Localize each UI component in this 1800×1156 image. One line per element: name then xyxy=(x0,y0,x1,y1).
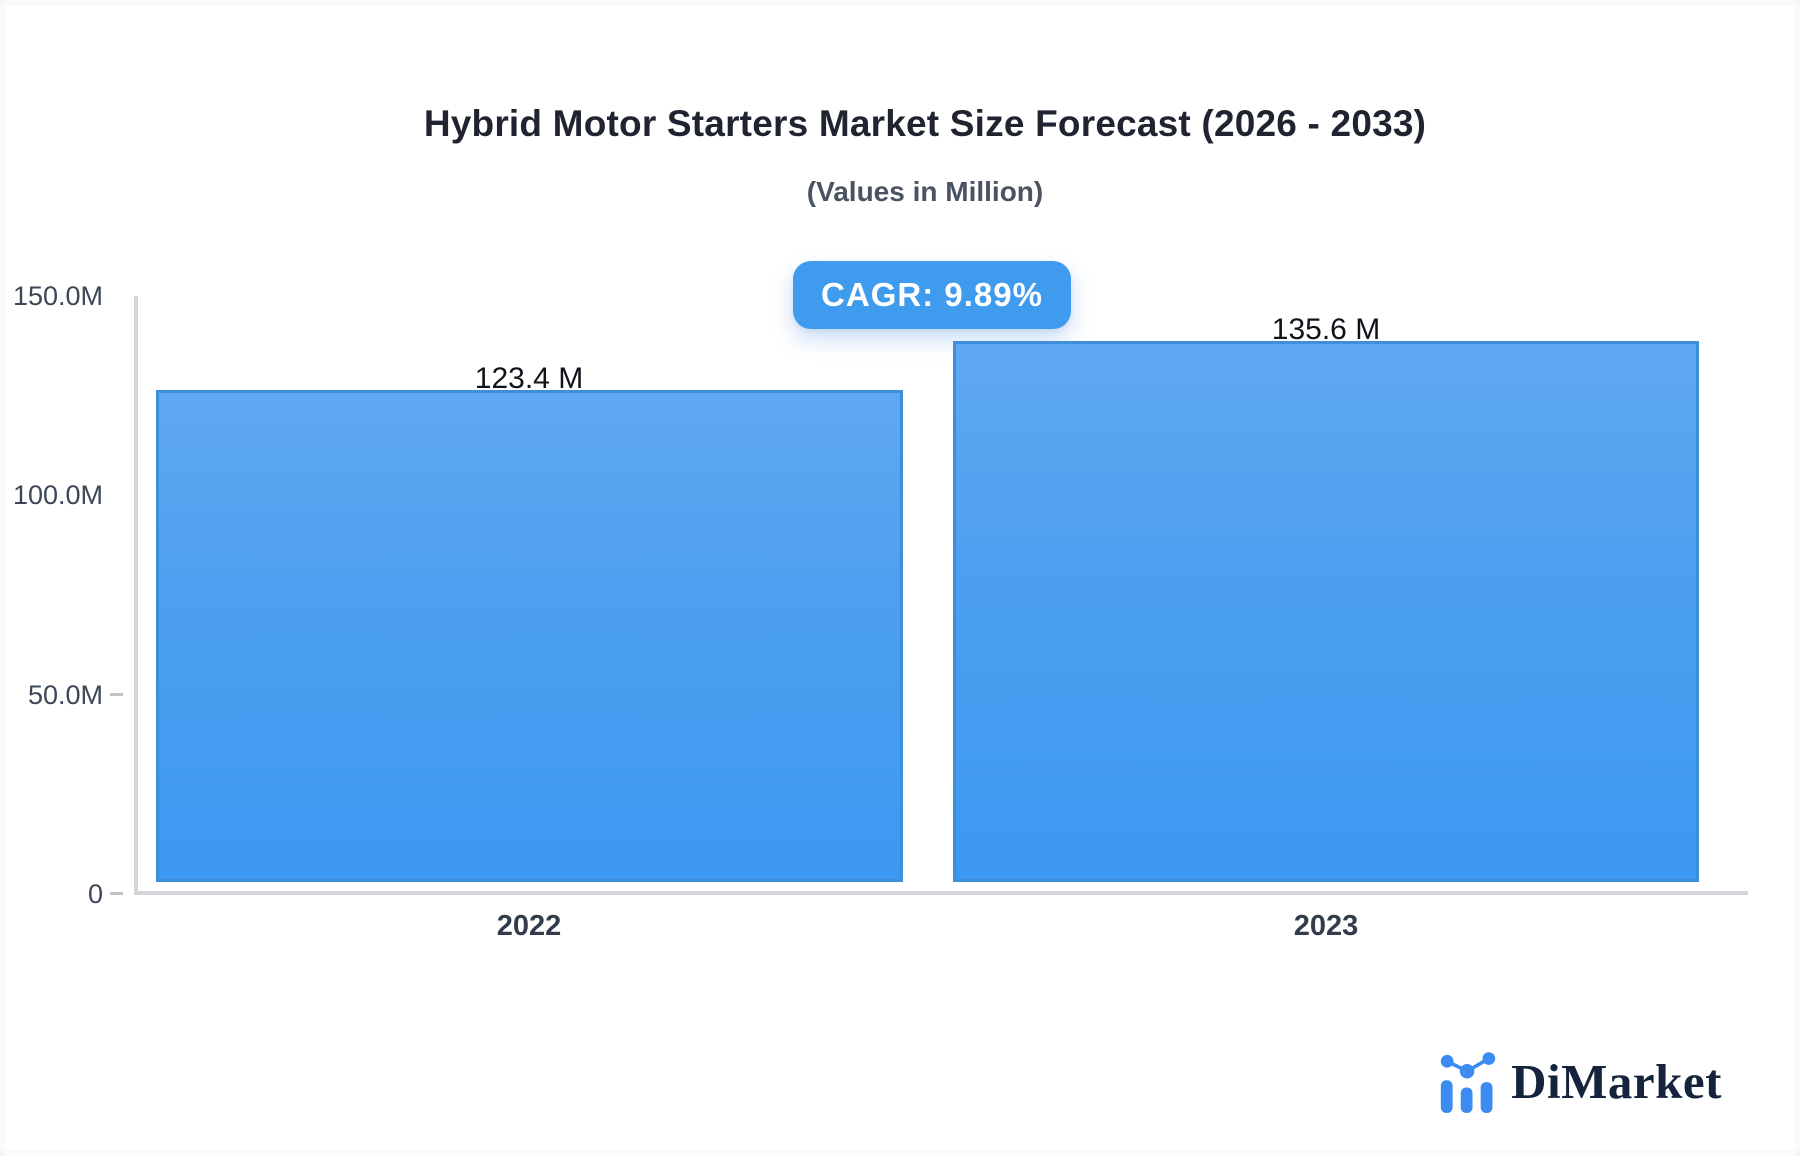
y-tick-label-150m: 150.0M xyxy=(12,281,103,311)
x-category-label-2022: 2022 xyxy=(496,910,562,942)
brand-name: DiMarket xyxy=(1511,1053,1722,1109)
bar-2022[interactable] xyxy=(156,390,903,882)
y-axis-line xyxy=(134,296,138,895)
chart-title: Hybrid Motor Starters Market Size Foreca… xyxy=(423,103,1427,144)
bar-value-label-2023: 135.6 M xyxy=(1271,313,1381,346)
y-tick-label-0: 0 xyxy=(87,879,103,909)
x-category-label-2023: 2023 xyxy=(1293,910,1359,942)
bar-chart-logo-icon xyxy=(1440,1052,1496,1113)
bar-2023[interactable] xyxy=(953,341,1699,882)
brand-logo: DiMarket xyxy=(1439,1046,1722,1116)
x-axis-line xyxy=(134,891,1748,895)
y-tick-mark-0 xyxy=(110,892,123,895)
bar-value-label-2022: 123.4 M xyxy=(474,362,584,395)
chart-subtitle: (Values in Million) xyxy=(806,176,1044,207)
cagr-badge: CAGR: 9.89% xyxy=(793,261,1071,329)
y-tick-label-50m: 50.0M xyxy=(27,680,103,710)
y-tick-mark-50m xyxy=(110,693,123,696)
y-tick-label-100m: 100.0M xyxy=(12,480,103,510)
